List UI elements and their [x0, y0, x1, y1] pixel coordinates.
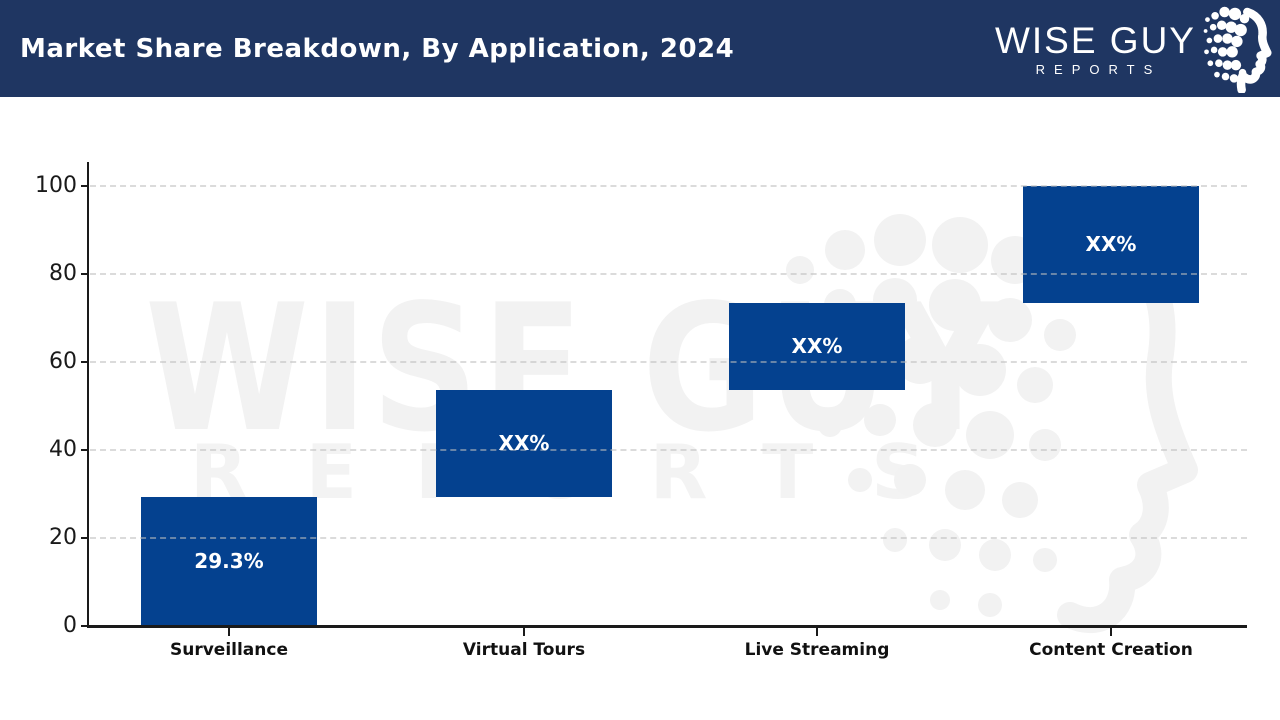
bar-value-label: 29.3%	[194, 548, 264, 573]
x-category-label: Live Streaming	[744, 640, 890, 660]
y-tick-20	[81, 537, 88, 539]
logo-subtext: REPORTS	[1035, 61, 1162, 77]
x-category-label: Surveillance	[169, 640, 288, 660]
y-tick-label-20: 20	[49, 525, 77, 550]
y-tick-80	[81, 273, 88, 275]
logo-wordmark: WISE GUY REPORTS	[995, 22, 1196, 77]
gridline-80	[90, 273, 1247, 275]
wiseguy-logo: WISE GUY REPORTS	[995, 4, 1272, 94]
logo-name: WISE GUY	[994, 19, 1196, 61]
gridline-20	[90, 537, 1247, 539]
x-axis-line	[88, 625, 1247, 628]
y-tick-label-100: 100	[35, 173, 77, 198]
bar-surveillance	[141, 497, 317, 626]
bar-virtual-tours	[436, 390, 612, 498]
y-tick-label-80: 80	[49, 261, 77, 286]
x-tick-3	[1110, 628, 1112, 636]
y-tick-label-0: 0	[63, 613, 77, 638]
header: Market Share Breakdown, By Application, …	[0, 0, 1280, 97]
chart-area: WISE GUY REPORTS	[0, 97, 1280, 720]
bar-value-label: XX%	[1085, 231, 1137, 256]
x-category-label: Virtual Tours	[462, 640, 586, 660]
x-category-label: Content Creation	[1029, 640, 1193, 660]
y-tick-0	[81, 625, 88, 627]
x-tick-1	[523, 628, 525, 636]
y-tick-label-40: 40	[49, 437, 77, 462]
bar-value-label: XX%	[791, 333, 843, 358]
x-tick-0	[228, 628, 230, 636]
plot: 0 20 40 60 80 100 29.3% Surveillance XX% Virtual …	[0, 97, 1280, 720]
chart-title: Market Share Breakdown, By Application, …	[20, 33, 735, 64]
y-tick-100	[81, 185, 88, 187]
logo-head-icon	[1203, 6, 1272, 93]
gridline-40	[90, 449, 1247, 451]
y-tick-40	[81, 449, 88, 451]
y-axis-line	[87, 162, 89, 628]
y-tick-60	[81, 361, 88, 363]
y-tick-label-60: 60	[49, 349, 77, 374]
bar-value-label: XX%	[498, 430, 550, 455]
gridline-60	[90, 361, 1247, 363]
x-tick-2	[816, 628, 818, 636]
gridline-100	[90, 185, 1247, 187]
